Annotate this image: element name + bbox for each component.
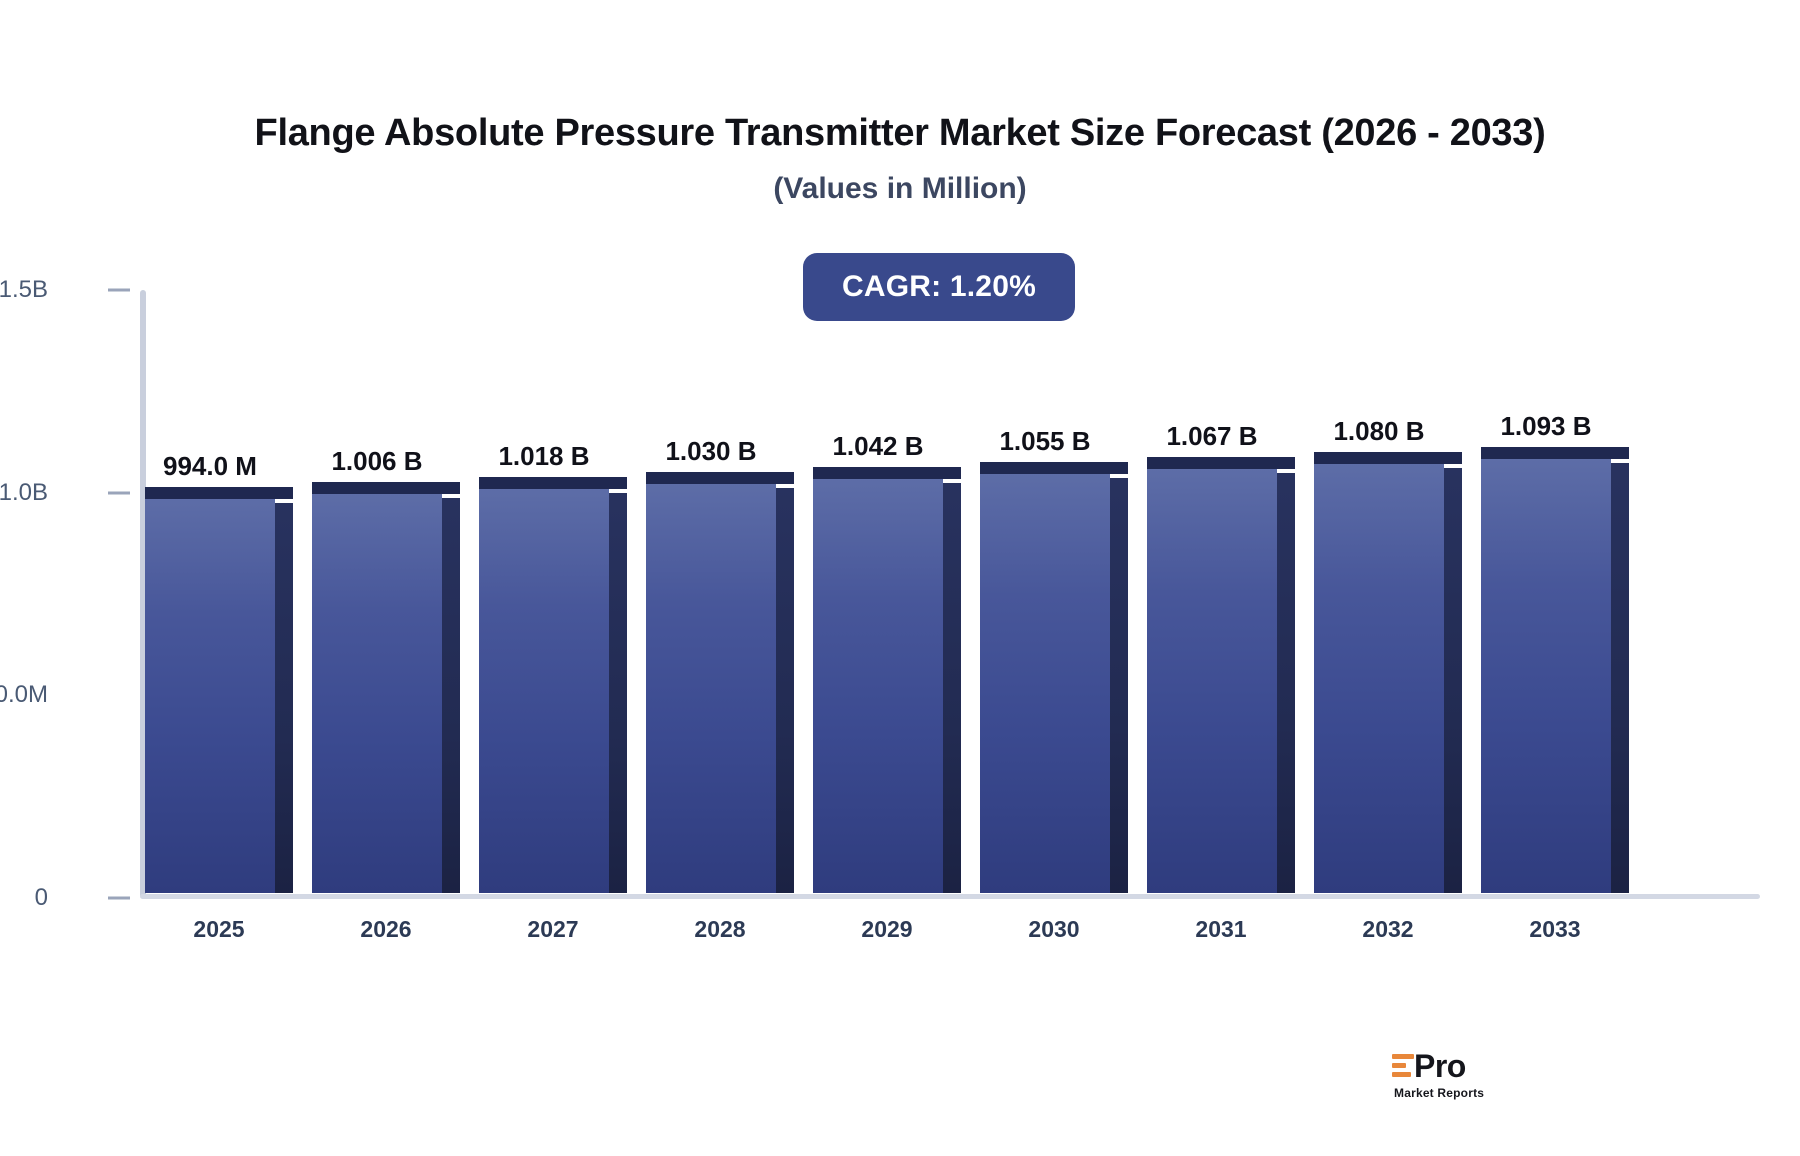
bar-2030[interactable] [980, 462, 1128, 893]
x-axis-line [140, 894, 1760, 899]
bar-top-edge [1314, 452, 1462, 465]
bar-top-edge [1147, 457, 1295, 470]
bar-2029[interactable] [813, 467, 961, 893]
y-tick-dash-0 [108, 896, 130, 900]
bar-top-edge [145, 486, 293, 499]
bar-side [275, 502, 293, 893]
bar-value-label: 994.0 M [163, 450, 257, 481]
bar-side [776, 488, 794, 893]
chart-subtitle: (Values in Million) [773, 172, 1027, 205]
bar-face [145, 492, 275, 893]
bar-2027[interactable] [479, 477, 627, 893]
logo-tagline: Market Reports [1394, 1086, 1485, 1100]
bar-face [312, 487, 442, 893]
bar-side [1444, 468, 1462, 893]
bar-top-edge [479, 477, 627, 490]
bar-value-label: 1.093 B [1500, 410, 1592, 441]
bar-value-label: 1.030 B [665, 436, 757, 467]
bar-top-edge [312, 481, 460, 494]
x-axis-label-2033: 2033 [1529, 916, 1581, 942]
bar-2025[interactable] [145, 486, 293, 893]
logo-wordmark: Pro [1414, 1048, 1466, 1084]
bar-side [1110, 478, 1128, 893]
bar-face [646, 478, 776, 893]
y-tick-label-500M: 500.0M [0, 681, 48, 709]
bar-face [1314, 458, 1444, 893]
bar-value-label: 1.067 B [1166, 421, 1258, 452]
bar-face [980, 468, 1110, 893]
y-tick-dash-1000M [108, 491, 130, 495]
bar-value-label: 1.080 B [1333, 416, 1425, 447]
bar-face [813, 473, 943, 893]
bar-2031[interactable] [1147, 457, 1295, 893]
logo-bars-icon [1392, 1050, 1418, 1080]
chart-title: Flange Absolute Pressure Transmitter Mar… [254, 112, 1546, 154]
x-axis-label-2030: 2030 [1028, 916, 1080, 942]
y-axis-line [140, 290, 146, 898]
x-axis-label-2026: 2026 [360, 916, 412, 942]
x-axis-label-2029: 2029 [861, 916, 913, 942]
x-axis-label-2028: 2028 [694, 916, 746, 942]
bar-2033[interactable] [1481, 446, 1629, 893]
bar-value-label: 1.006 B [331, 445, 423, 476]
bar-value-label: 1.055 B [999, 426, 1091, 457]
x-axis-label-2031: 2031 [1195, 916, 1247, 942]
bar-2032[interactable] [1314, 452, 1462, 893]
brand-logo: Pro Market Reports [1392, 1048, 1582, 1114]
bar-side [442, 497, 460, 893]
bar-value-label: 1.042 B [832, 431, 924, 462]
bar-top-edge [1481, 446, 1629, 459]
bar-side [1611, 462, 1629, 893]
y-tick-label-1500M: 1.5B [0, 276, 48, 303]
x-axis-label-2025: 2025 [193, 916, 245, 942]
bar-top-edge [813, 467, 961, 480]
bar-face [1481, 452, 1611, 893]
bar-top-edge [646, 472, 794, 485]
x-axis-label-2032: 2032 [1362, 916, 1414, 942]
y-tick-dash-1500M [108, 288, 130, 292]
bar-side [943, 483, 961, 893]
cagr-badge: CAGR: 1.20% [803, 253, 1075, 321]
bar-top-edge [980, 462, 1128, 475]
bar-side [609, 493, 627, 893]
bar-face [1147, 463, 1277, 893]
bar-face [479, 483, 609, 893]
plot-area: 1.5B 1.0B 500.0M 0 994.0 M 2025 1.006 B 202… [0, 276, 1760, 942]
x-axis-label-2027: 2027 [527, 916, 579, 942]
bar-2026[interactable] [312, 481, 460, 893]
bar-side [1277, 473, 1295, 893]
bar-2028[interactable] [646, 472, 794, 893]
bar-value-label: 1.018 B [498, 441, 590, 472]
y-tick-label-0: 0 [34, 884, 48, 911]
y-tick-label-1000M: 1.0B [0, 478, 48, 506]
